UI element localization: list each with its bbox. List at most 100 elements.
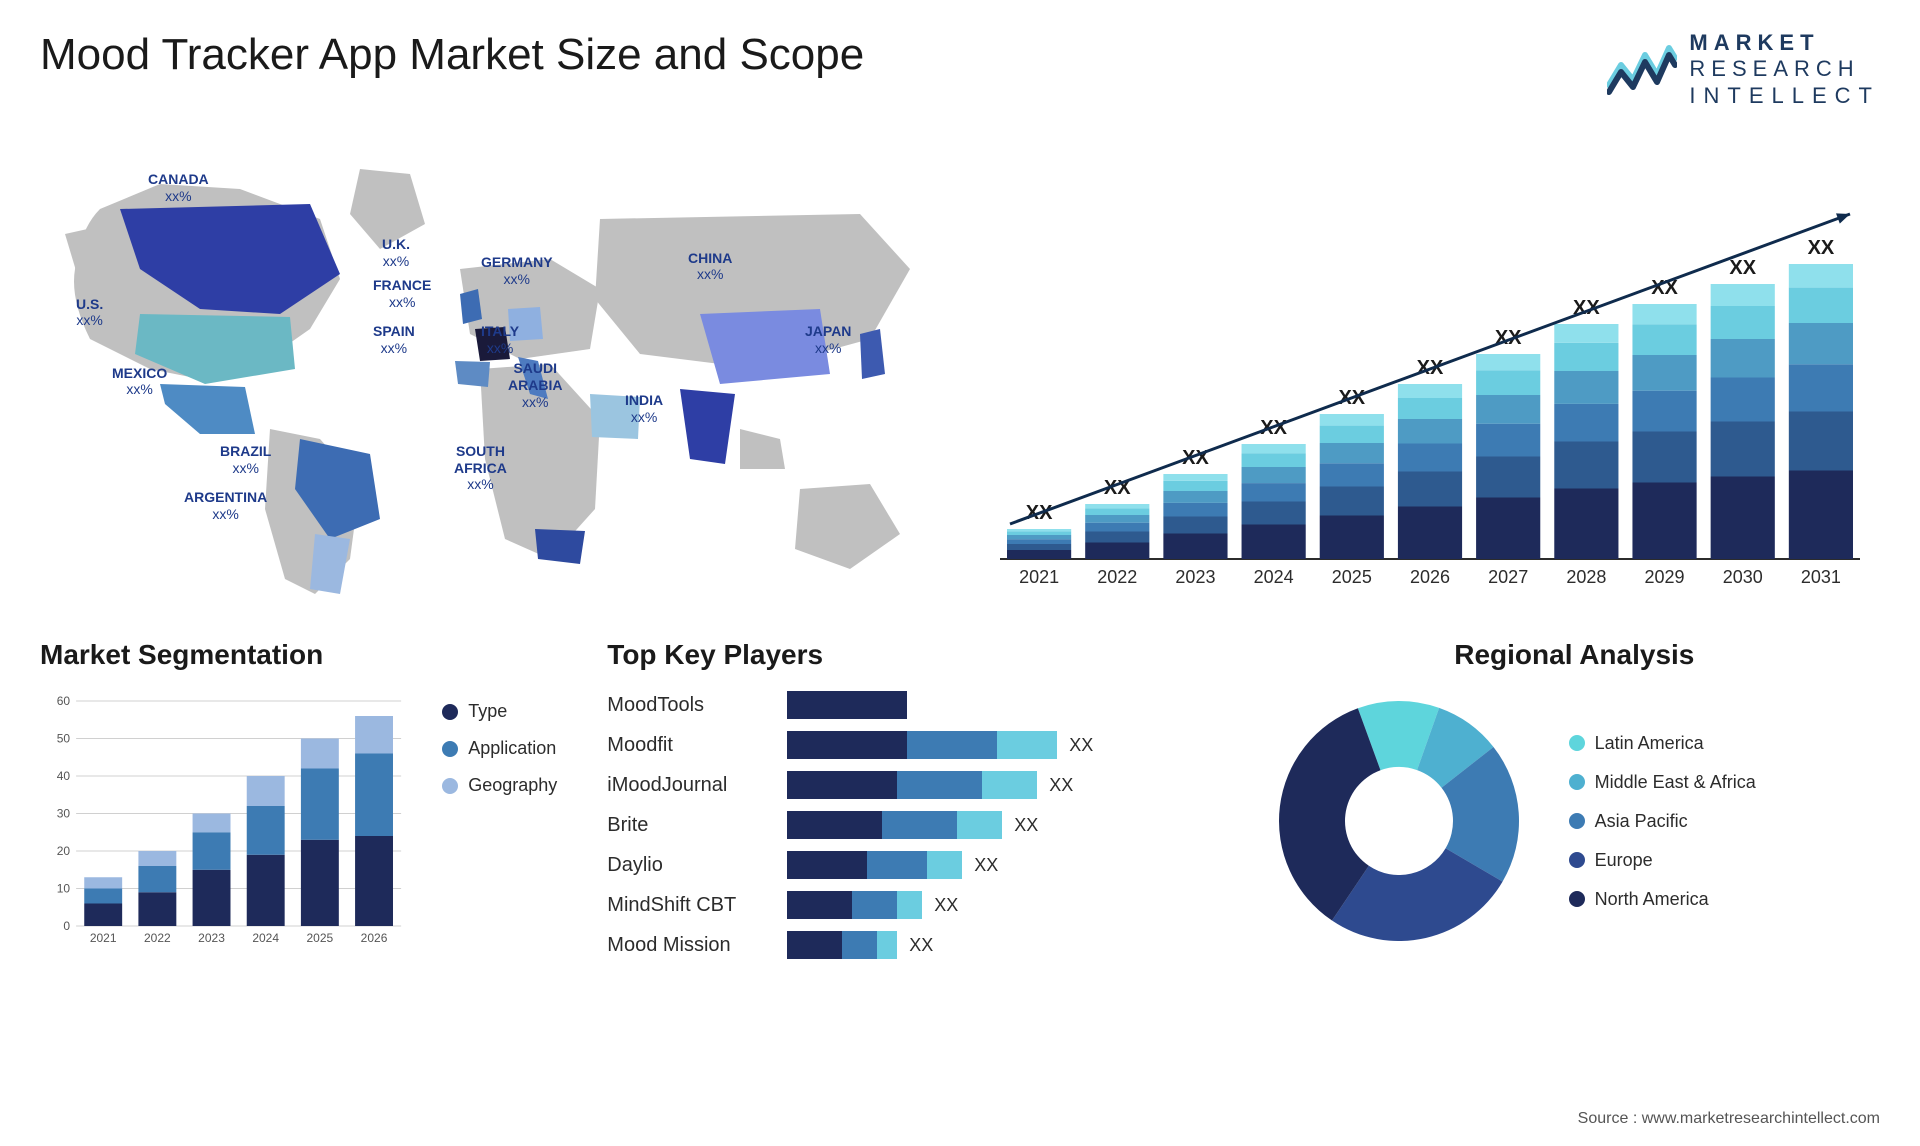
player-value: XX [934,895,958,916]
growth-bar-seg [1163,474,1227,481]
seg-legend-item: Geography [442,775,557,796]
growth-chart-svg: XX2021XX2022XX2023XX2024XX2025XX2026XX20… [980,139,1880,599]
map-label: MEXICOxx% [112,365,167,399]
regional-legend-item: Asia Pacific [1569,811,1756,832]
player-bar-seg [787,731,907,759]
growth-bar-seg [1320,426,1384,443]
player-bar-seg [787,771,897,799]
seg-bar-seg [138,851,176,866]
growth-bar-seg [1398,444,1462,472]
seg-y-label: 10 [57,882,71,896]
player-bar [787,891,922,919]
player-bar [787,731,1057,759]
player-bar-seg [852,891,897,919]
player-bar [787,771,1037,799]
growth-bar-seg [1242,483,1306,501]
map-label: CHINAxx% [688,250,732,284]
map-label: CANADAxx% [148,171,209,205]
swatch-icon [1569,852,1585,868]
growth-bar-seg [1711,284,1775,306]
growth-bar-seg [1398,384,1462,398]
growth-bar-seg [1711,378,1775,422]
seg-y-label: 0 [63,919,70,933]
growth-bar-seg [1476,354,1540,370]
player-label: Mood Mission [607,931,787,959]
page-title: Mood Tracker App Market Size and Scope [40,30,864,80]
growth-bar-seg [1632,432,1696,483]
seg-bar-seg [301,769,339,840]
growth-bar-seg [1398,419,1462,444]
players-title: Top Key Players [607,639,1218,671]
growth-bar-seg [1789,288,1853,323]
player-label: Daylio [607,851,787,879]
seg-legend-item: Application [442,738,557,759]
growth-bar-seg [1242,502,1306,525]
map-label: INDIAxx% [625,392,663,426]
player-bar-seg [982,771,1037,799]
swatch-icon [442,778,458,794]
growth-bar-seg [1789,471,1853,560]
growth-bar-seg [1789,412,1853,471]
regional-legend-label: Middle East & Africa [1595,772,1756,793]
growth-bar-seg [1554,371,1618,404]
growth-bar-seg [1711,339,1775,378]
map-label: U.K.xx% [382,236,410,270]
segmentation-legend: Type Application Geography [442,691,557,956]
seg-x-label: 2025 [307,931,334,945]
player-bar-seg [787,811,882,839]
growth-bar-value: XX [1808,237,1835,259]
seg-legend-item: Type [442,701,557,722]
seg-bar-seg [247,776,285,806]
growth-bar-seg [1554,442,1618,489]
growth-bar-seg [1163,481,1227,491]
player-bar-seg [842,931,877,959]
growth-bar-seg [1476,457,1540,498]
growth-year-label: 2021 [1019,567,1059,587]
regional-legend-label: Latin America [1595,733,1704,754]
map-label: ARGENTINAxx% [184,489,267,523]
player-row: XX [787,891,1218,919]
growth-bar-seg [1085,543,1149,560]
growth-bar-value: XX [1729,257,1756,279]
growth-bar-seg [1242,467,1306,483]
growth-bar-seg [1163,517,1227,534]
map-label: ITALYxx% [481,323,519,357]
player-bar-seg [927,851,962,879]
growth-year-label: 2028 [1566,567,1606,587]
seg-bar-seg [84,877,122,888]
map-label: BRAZILxx% [220,443,271,477]
seg-bar-seg [193,870,231,926]
player-row: XX [787,931,1218,959]
players-labels: MoodToolsMoodfitiMoodJournalBriteDaylioM… [607,691,787,959]
regional-donut [1269,691,1529,951]
growth-bar-seg [1320,487,1384,516]
seg-legend-label: Type [468,701,507,722]
player-label: Moodfit [607,731,787,759]
segmentation-title: Market Segmentation [40,639,557,671]
growth-bar-seg [1476,498,1540,560]
swatch-icon [442,704,458,720]
growth-bar-seg [1632,325,1696,356]
growth-bar-seg [1163,534,1227,560]
growth-year-label: 2029 [1645,567,1685,587]
player-value: XX [909,935,933,956]
growth-bar-seg [1554,324,1618,343]
top-row: CANADAxx% U.S.xx% MEXICOxx% BRAZILxx% ARGENT… [40,139,1880,599]
growth-bar-seg [1632,355,1696,391]
seg-x-label: 2026 [361,931,388,945]
map-label: JAPANxx% [805,323,851,357]
player-row [787,691,1218,719]
growth-bar-seg [1242,444,1306,453]
map-label: U.S.xx% [76,296,103,330]
regional-legend-item: North America [1569,889,1756,910]
regional-legend-label: Asia Pacific [1595,811,1688,832]
growth-bar-seg [1085,515,1149,523]
swatch-icon [1569,774,1585,790]
growth-year-label: 2024 [1254,567,1294,587]
growth-bar-seg [1007,532,1071,536]
regional-legend-item: Europe [1569,850,1756,871]
seg-bar-seg [247,855,285,926]
seg-y-label: 20 [57,844,71,858]
player-bar-seg [907,731,997,759]
map-label: FRANCExx% [373,277,431,311]
